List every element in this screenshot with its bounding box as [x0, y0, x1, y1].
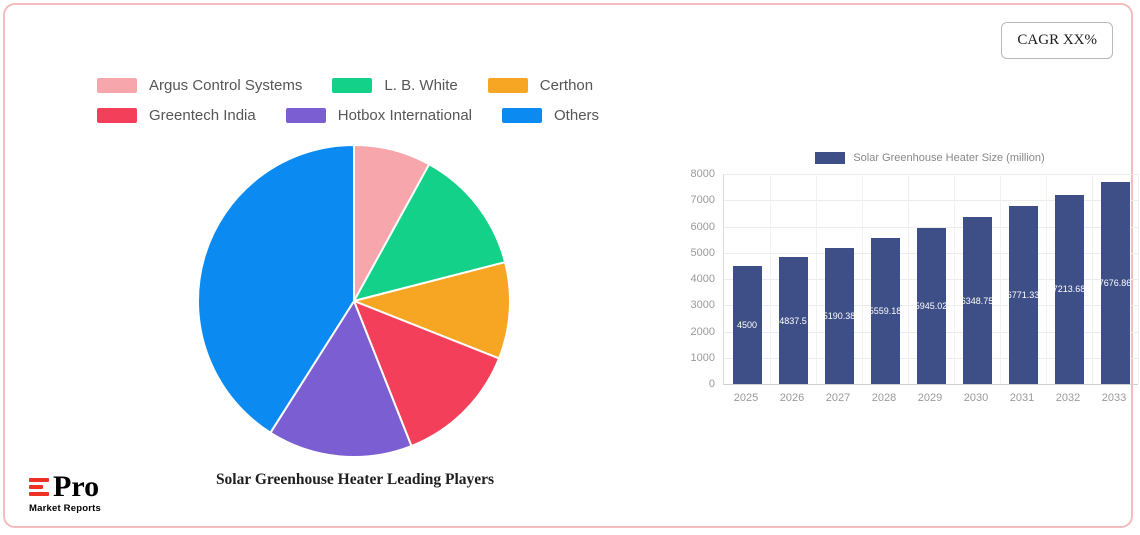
bar-2027: 5190.38 — [822, 247, 856, 384]
pie-slice-2 — [350, 260, 512, 360]
gridline-vertical — [1000, 174, 1001, 384]
bar-plot-area: 0 1000 2000 3000 4000 5000 6000 7000 8000 4500 483… — [691, 168, 1139, 390]
pie-slice-1 — [352, 162, 507, 303]
x-tick-label: 2030 — [963, 392, 989, 404]
legend-item-4: Hotbox International — [285, 107, 473, 124]
bar-2033: 7676.86 — [1098, 182, 1132, 384]
bar-value-label: 7213.68 — [1052, 284, 1086, 295]
legend-swatch — [97, 78, 137, 93]
pie-chart — [191, 138, 517, 464]
x-axis-labels: 2025 2026 2027 2028 2029 2030 2031 2032 2033 — [723, 392, 1137, 404]
legend-item-2: Certhon — [487, 77, 594, 94]
legend-swatch — [332, 78, 373, 93]
gridline-vertical — [954, 174, 955, 384]
x-tick-label: 2027 — [825, 392, 851, 404]
pie-slice-4 — [269, 298, 413, 459]
y-tick-label: 5000 — [690, 246, 715, 259]
gridline-vertical — [908, 174, 909, 384]
legend-swatch — [285, 108, 326, 123]
y-tick-label: 8000 — [690, 168, 715, 180]
bar-chart: Solar Greenhouse Heater Size (million) 0… — [688, 152, 1140, 404]
bar-value-label: 6348.75 — [960, 295, 994, 306]
legend-item-0: Argus Control Systems — [97, 77, 302, 94]
pie-slice-3 — [352, 299, 501, 448]
gridline-vertical — [862, 174, 863, 384]
legend-item-5: Others — [502, 107, 599, 124]
y-tick-label: 3000 — [690, 299, 715, 312]
y-tick-label: 2000 — [690, 325, 715, 338]
pie-title: Solar Greenhouse Heater Leading Players — [215, 471, 495, 488]
gridline-vertical — [816, 174, 817, 384]
bar-value-label: 5190.38 — [822, 310, 856, 321]
bar-legend-label: Solar Greenhouse Heater Size (million) — [853, 152, 1045, 164]
bar-value-label: 6771.33 — [1006, 290, 1040, 301]
logo: Pro Market Reports — [29, 472, 101, 514]
bar-2031: 6771.33 — [1006, 206, 1040, 384]
y-tick-label: 0 — [708, 378, 715, 390]
bar-2025: 4500 — [732, 265, 762, 384]
bar-2032: 7213.68 — [1052, 194, 1086, 384]
bar-value-label: 4837.5 — [779, 315, 807, 326]
bar-value-label: 4500 — [736, 319, 758, 330]
cagr-label: CAGR XX% — [1017, 32, 1097, 48]
bar-2026: 4837.5 — [778, 257, 808, 384]
bar-2029: 5945.02 — [914, 227, 948, 384]
logo-title: Pro — [53, 470, 100, 503]
gridline — [724, 200, 1138, 202]
bar-value-label: 7676.86 — [1098, 278, 1132, 289]
pie-legend: Argus Control Systems L. B. White Certhon G… — [97, 77, 677, 124]
bar-value-label: 5945.02 — [914, 300, 948, 311]
legend-label: Argus Control Systems — [149, 77, 303, 94]
legend-item-3: Greentech India — [97, 107, 256, 124]
y-tick-label: 7000 — [690, 194, 715, 207]
gridline-vertical — [1046, 174, 1047, 384]
y-tick-label: 1000 — [690, 351, 715, 364]
x-tick-label: 2032 — [1055, 392, 1081, 404]
gridline-vertical — [1092, 174, 1093, 384]
report-card: CAGR XX% Argus Control Systems L. B. Whit… — [3, 3, 1139, 528]
legend-swatch — [502, 108, 543, 123]
x-tick-label: 2025 — [733, 392, 759, 404]
bar-chart-legend: Solar Greenhouse Heater Size (million) — [723, 152, 1137, 164]
gridline — [724, 174, 1138, 175]
gridline-vertical — [770, 174, 771, 384]
bar-2028: 5559.18 — [868, 238, 902, 384]
pie-slice-5 — [197, 143, 355, 435]
x-tick-label: 2029 — [917, 392, 943, 404]
x-tick-label: 2031 — [1009, 392, 1035, 404]
bar-2030: 6348.75 — [960, 217, 994, 384]
gridline — [724, 226, 1138, 228]
legend-label: Hotbox International — [337, 107, 473, 124]
bar-legend-swatch — [815, 152, 846, 164]
legend-swatch — [97, 108, 137, 123]
legend-label: Certhon — [539, 77, 594, 94]
legend-label: L. B. White — [384, 77, 458, 94]
legend-label: Greentech India — [149, 107, 256, 124]
y-tick-label: 6000 — [690, 220, 715, 233]
pie-chart-svg — [197, 143, 512, 459]
logo-bars-icon — [29, 478, 49, 496]
x-tick-label: 2033 — [1101, 392, 1127, 404]
x-tick-label: 2028 — [871, 392, 897, 404]
gridline-vertical — [1138, 174, 1139, 384]
y-tick-label: 4000 — [690, 273, 715, 285]
cagr-badge: CAGR XX% — [1001, 22, 1113, 59]
legend-swatch — [487, 78, 528, 93]
legend-item-1: L. B. White — [332, 77, 458, 94]
legend-label: Others — [554, 107, 600, 124]
x-tick-label: 2026 — [779, 392, 805, 404]
bar-value-label: 5559.18 — [868, 306, 902, 317]
logo-subtitle: Market Reports — [29, 503, 101, 514]
